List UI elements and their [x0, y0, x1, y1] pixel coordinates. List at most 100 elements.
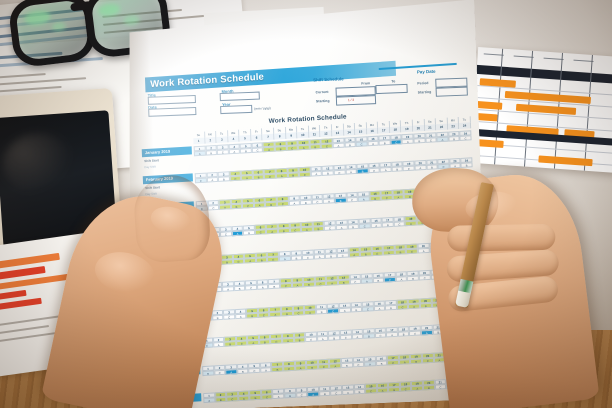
- shift-assignment-cell[interactable]: B: [350, 307, 362, 313]
- shift-assignment-cell[interactable]: A: [361, 278, 373, 284]
- shift-assignment-cell[interactable]: A: [408, 303, 420, 309]
- shift-assignment-cell[interactable]: B: [325, 253, 337, 259]
- shift-assignment-cell[interactable]: A: [301, 227, 313, 233]
- shift-assignment-cell[interactable]: A: [232, 231, 244, 237]
- shift-assignment-cell[interactable]: C: [217, 149, 229, 155]
- shift-assignment-cell[interactable]: A: [247, 340, 259, 346]
- shift-assignment-cell[interactable]: A: [386, 332, 398, 338]
- shift-assignment-cell[interactable]: A: [310, 171, 322, 177]
- shift-assignment-cell[interactable]: A: [380, 167, 392, 173]
- shift-assignment-cell[interactable]: A: [235, 313, 247, 319]
- shift-assignment-cell[interactable]: B: [328, 335, 340, 341]
- shift-assignment-cell[interactable]: B: [461, 162, 473, 168]
- shift-assignment-cell[interactable]: B: [294, 337, 306, 343]
- shift-assignment-cell[interactable]: B: [272, 366, 284, 372]
- shift-assignment-cell[interactable]: A: [314, 254, 326, 260]
- shift-assignment-cell[interactable]: A: [374, 305, 386, 311]
- shift-assignment-cell[interactable]: C: [435, 384, 447, 390]
- shift-assignment-cell[interactable]: C: [375, 333, 387, 339]
- shift-assignment-cell[interactable]: B: [306, 364, 318, 370]
- shift-assignment-cell[interactable]: A: [377, 388, 389, 394]
- shift-assignment-cell[interactable]: B: [338, 280, 350, 286]
- shift-assignment-cell[interactable]: B: [382, 222, 394, 228]
- shift-assignment-cell[interactable]: A: [276, 173, 288, 179]
- shift-assignment-cell[interactable]: C: [312, 199, 324, 205]
- shift-assignment-cell[interactable]: C: [223, 314, 235, 320]
- shift-assignment-cell[interactable]: C: [321, 143, 333, 149]
- shift-assignment-cell[interactable]: A: [257, 284, 269, 290]
- shift-assignment-cell[interactable]: B: [303, 282, 315, 288]
- shift-assignment-cell[interactable]: A: [358, 196, 370, 202]
- shift-assignment-cell[interactable]: B: [256, 257, 268, 263]
- shift-assignment-cell[interactable]: A: [402, 138, 414, 144]
- shift-assignment-cell[interactable]: B: [376, 360, 388, 366]
- shift-assignment-cell[interactable]: C: [264, 174, 276, 180]
- shift-assignment-cell[interactable]: B: [426, 164, 438, 170]
- shift-assignment-cell[interactable]: B: [423, 385, 435, 391]
- shift-assignment-cell[interactable]: B: [237, 368, 249, 374]
- shift-assignment-cell[interactable]: B: [268, 284, 280, 290]
- shift-assignment-cell[interactable]: C: [226, 396, 238, 402]
- shift-assignment-cell[interactable]: C: [337, 252, 349, 258]
- shift-assignment-cell[interactable]: C: [302, 254, 314, 260]
- shift-assignment-cell[interactable]: C: [315, 281, 327, 287]
- shift-assignment-cell[interactable]: A: [339, 307, 351, 313]
- shift-assignment-cell[interactable]: C: [422, 357, 434, 363]
- shift-assignment-cell[interactable]: B: [391, 166, 403, 172]
- shift-assignment-cell[interactable]: A: [222, 286, 234, 292]
- shift-assignment-cell[interactable]: C: [387, 359, 399, 365]
- shift-assignment-cell[interactable]: B: [300, 199, 312, 205]
- shift-assignment-cell[interactable]: B: [369, 195, 381, 201]
- shift-assignment-cell[interactable]: B: [322, 170, 334, 176]
- shift-assignment-cell[interactable]: B: [354, 389, 366, 395]
- shift-assignment-cell[interactable]: C: [286, 145, 298, 151]
- shift-assignment-cell[interactable]: A: [329, 363, 341, 369]
- shift-assignment-cell[interactable]: C: [233, 258, 245, 264]
- shift-assignment-cell[interactable]: B: [309, 144, 321, 150]
- shift-assignment-cell[interactable]: B: [281, 311, 293, 317]
- shift-assignment-cell[interactable]: C: [353, 361, 365, 367]
- shift-assignment-cell[interactable]: C: [255, 229, 267, 235]
- shift-assignment-cell[interactable]: A: [298, 144, 310, 150]
- shift-assignment-cell[interactable]: B: [212, 315, 224, 321]
- shift-assignment-cell[interactable]: A: [241, 175, 253, 181]
- month-field-input[interactable]: [220, 92, 260, 102]
- shift-assignment-cell[interactable]: B: [448, 136, 460, 142]
- shift-assignment-cell[interactable]: C: [261, 394, 273, 400]
- shift-assignment-cell[interactable]: B: [395, 249, 407, 255]
- shift-assignment-cell[interactable]: C: [220, 231, 232, 237]
- shift-assignment-cell[interactable]: B: [335, 197, 347, 203]
- shift-assignment-cell[interactable]: A: [194, 150, 206, 156]
- shift-assignment-cell[interactable]: C: [293, 310, 305, 316]
- shift-assignment-cell[interactable]: C: [296, 392, 308, 398]
- year-field-input[interactable]: [220, 105, 252, 114]
- paydate-starting-input[interactable]: [436, 87, 468, 97]
- shift-assignment-cell[interactable]: C: [289, 227, 301, 233]
- shift-assignment-cell[interactable]: A: [307, 392, 319, 398]
- shift-assignment-cell[interactable]: C: [334, 170, 346, 176]
- shift-assignment-cell[interactable]: C: [425, 137, 437, 143]
- shift-assignment-cell[interactable]: A: [282, 338, 294, 344]
- shift-assignment-cell[interactable]: A: [323, 198, 335, 204]
- shift-assignment-cell[interactable]: A: [228, 148, 240, 154]
- shift-assignment-cell[interactable]: C: [368, 168, 380, 174]
- shift-assignment-cell[interactable]: B: [287, 172, 299, 178]
- shift-assignment-cell[interactable]: B: [410, 358, 422, 364]
- shift-assignment-cell[interactable]: A: [392, 194, 404, 200]
- shift-assignment-cell[interactable]: C: [327, 308, 339, 314]
- shift-assignment-cell[interactable]: C: [384, 277, 396, 283]
- shift-assignment-cell[interactable]: B: [246, 313, 258, 319]
- shift-assignment-cell[interactable]: C: [277, 201, 289, 207]
- shift-assignment-cell[interactable]: B: [284, 393, 296, 399]
- shift-assignment-cell[interactable]: B: [363, 333, 375, 339]
- shift-assignment-cell[interactable]: C: [356, 141, 368, 147]
- shift-assignment-cell[interactable]: B: [265, 201, 277, 207]
- shift-assignment-cell[interactable]: C: [381, 195, 393, 201]
- shift-assignment-cell[interactable]: B: [231, 203, 243, 209]
- shift-assignment-cell[interactable]: A: [238, 396, 250, 402]
- shift-assignment-cell[interactable]: C: [403, 166, 415, 172]
- shift-assignment-cell[interactable]: C: [245, 285, 257, 291]
- shift-assignment-cell[interactable]: A: [317, 336, 329, 342]
- shift-assignment-cell[interactable]: A: [295, 365, 307, 371]
- shift-assignment-cell[interactable]: B: [413, 138, 425, 144]
